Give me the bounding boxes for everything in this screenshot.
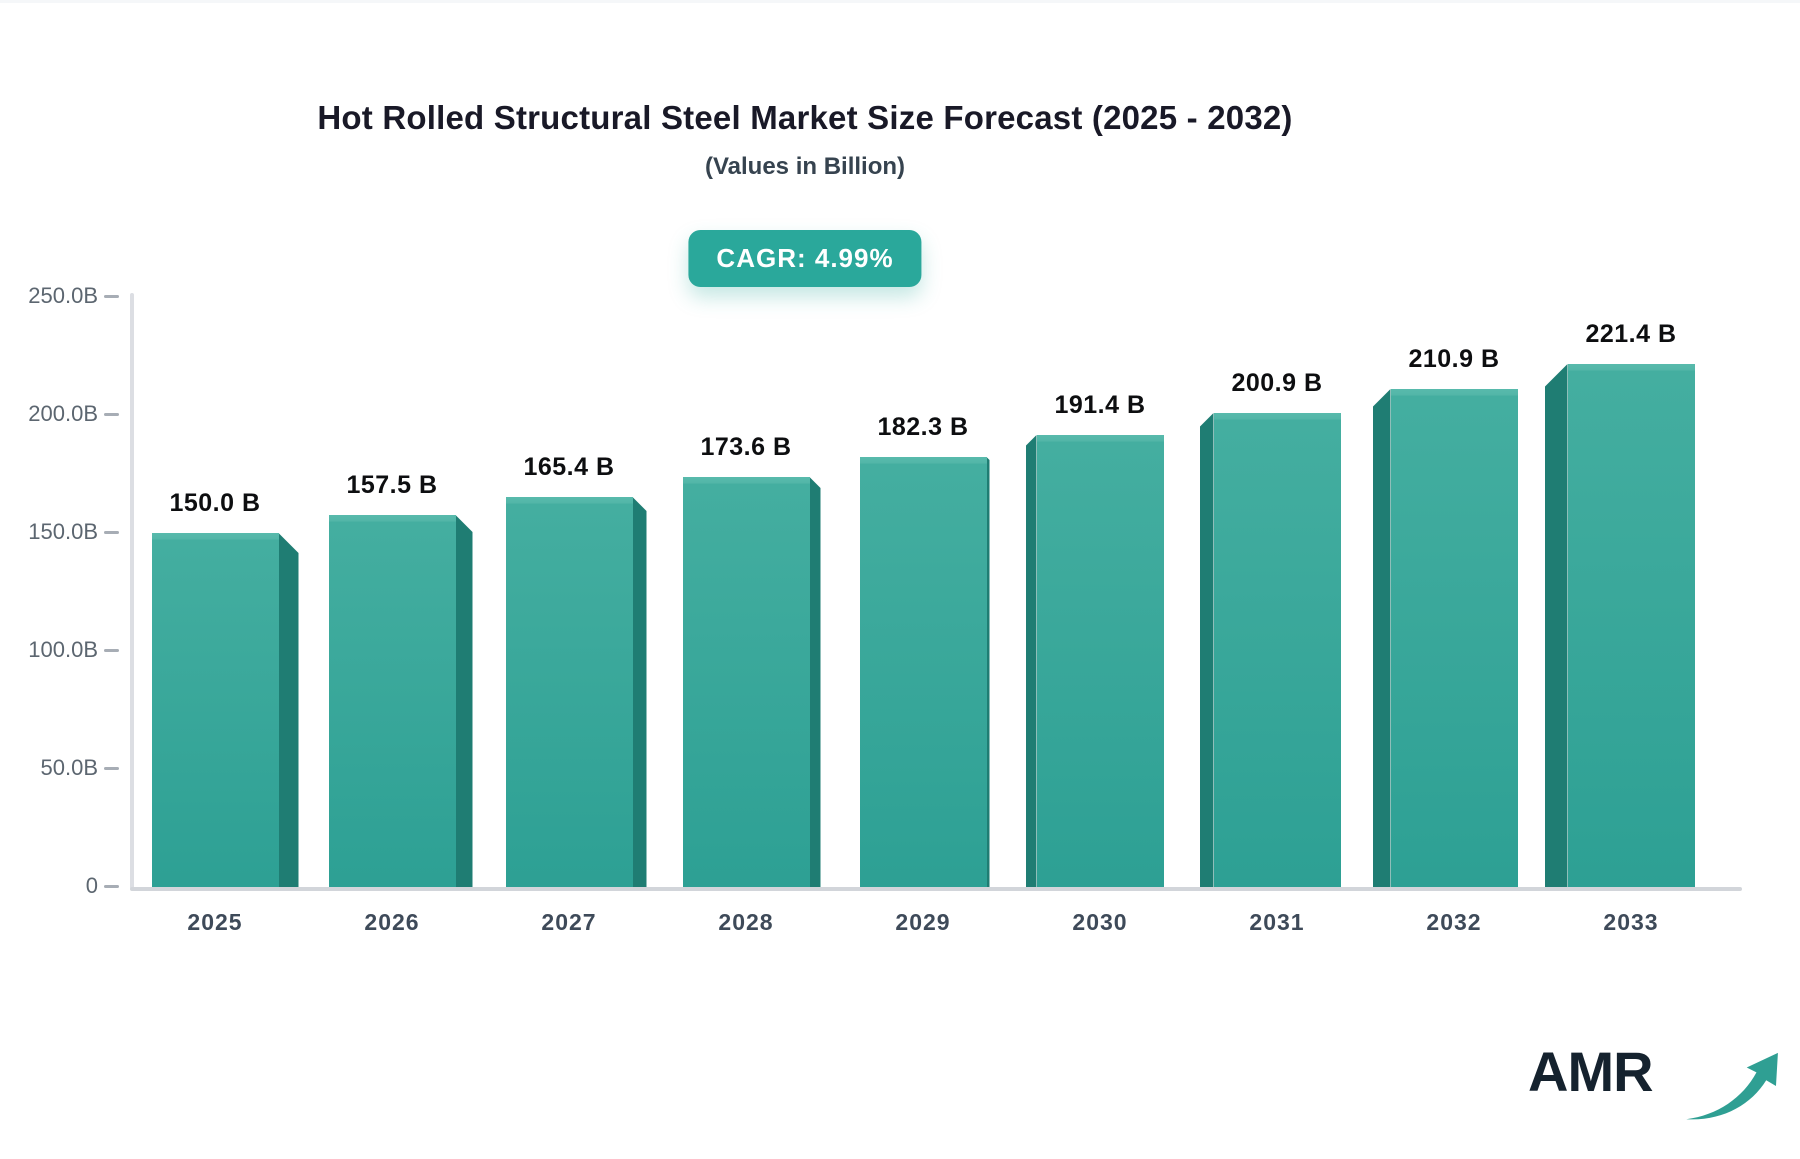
y-axis-label: 100.0B [28,637,98,662]
bar [859,457,987,887]
x-axis-label: 2029 [895,909,951,935]
bar [1036,435,1164,887]
x-axis-line [130,887,1742,891]
bar-3d-side [278,533,299,887]
x-axis-label: 2033 [1603,909,1659,935]
bar [328,515,456,887]
y-axis-label: 150.0B [28,519,98,544]
bar-value-label: 182.3 B [877,413,969,441]
x-axis-label: 2031 [1249,909,1305,935]
bar-3d-side [986,457,990,887]
bar-3d-side [1199,413,1214,887]
y-axis-label: 50.0B [40,755,99,780]
x-axis-label: 2026 [364,909,420,935]
y-axis-tick [104,413,119,416]
bar-3d-side [1025,435,1037,887]
y-axis-tick [104,885,119,888]
plot-area: 0 50.0B 100.0B 150.0B 200.0B 250.0B 150.0 B 202… [0,3,1800,1159]
y-axis-tick [104,649,119,652]
y-axis-tick [104,531,119,534]
page-title: Hot Rolled Structural Steel Market Size … [317,99,1293,136]
bar-3d-side [1544,364,1568,887]
x-axis-label: 2030 [1072,909,1128,935]
bar-value-label: 165.4 B [523,453,615,481]
bar-value-label: 150.0 B [169,489,261,517]
y-axis-label: 200.0B [28,401,98,426]
bar-value-label: 191.4 B [1054,391,1146,419]
bar-value-label: 173.6 B [700,433,792,461]
y-axis-tick [104,767,119,770]
y-axis-tick [104,295,119,298]
bar-3d-side [632,497,647,887]
bar [505,497,633,887]
y-axis-label: 250.0B [28,283,98,308]
x-axis-label: 2028 [718,909,774,935]
bar [151,533,279,887]
amr-logo-text: AMR [1528,1040,1654,1103]
x-axis-label: 2025 [187,909,243,935]
bar-value-label: 210.9 B [1408,345,1500,373]
bar-value-label: 221.4 B [1585,320,1677,348]
bar [1390,389,1518,887]
cagr-badge: CAGR: 4.99% [688,230,922,287]
bar-3d-side [1372,389,1391,887]
x-axis-label: 2032 [1426,909,1482,935]
trend-up-arrow-icon [1686,1052,1778,1120]
bar-value-label: 200.9 B [1231,369,1323,397]
y-axis-label: 0 [85,873,98,898]
bar [1213,413,1341,887]
amr-logo: AMR [1528,1039,1788,1131]
bar-3d-side [455,515,473,887]
x-axis-label: 2027 [541,909,597,935]
bar-3d-side [809,477,821,887]
bar [1567,364,1695,887]
bar-value-label: 157.5 B [346,471,438,499]
y-axis-line [130,293,134,889]
bar [682,477,810,887]
page-subtitle: (Values in Billion) [704,153,906,180]
